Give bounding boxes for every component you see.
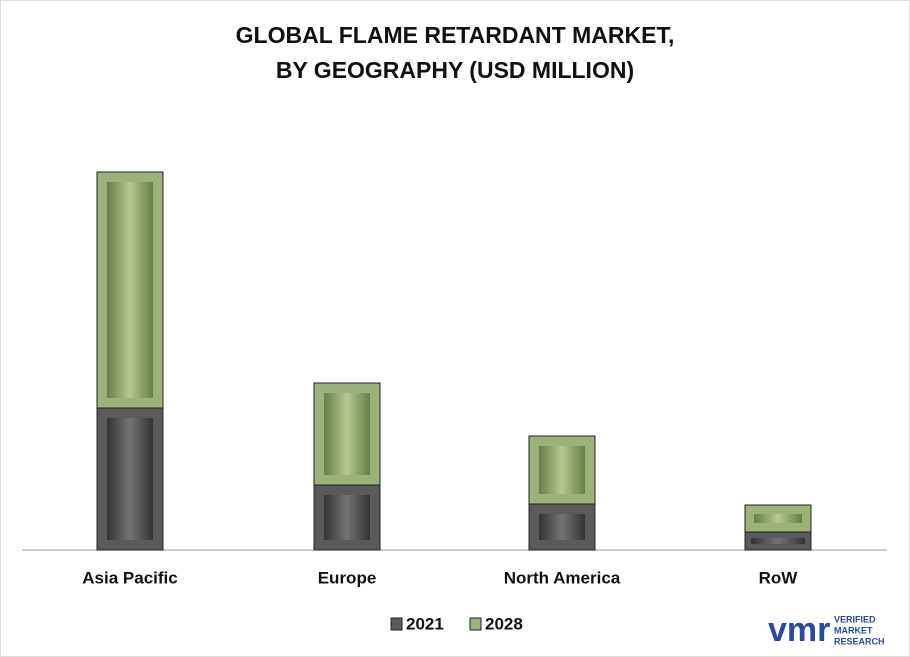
bar-bevel	[754, 514, 802, 523]
x-tick-label: RoW	[759, 568, 799, 587]
bar-bevel	[107, 418, 153, 540]
bar-bevel	[751, 538, 805, 544]
x-tick-label: Europe	[318, 568, 377, 587]
logo-text: MARKET	[834, 625, 873, 635]
bar-bevel	[324, 393, 370, 475]
bar-bevel	[324, 495, 370, 540]
bar-bevel	[107, 182, 153, 398]
logo: vmr VERIFIED MARKET RESEARCH	[768, 611, 885, 649]
legend-label: 2028	[485, 614, 523, 633]
x-tick-label: Asia Pacific	[82, 568, 177, 587]
bar-bevel	[539, 514, 585, 540]
chart-title: BY GEOGRAPHY (USD MILLION)	[276, 57, 634, 83]
legend-label: 2021	[406, 614, 444, 633]
logo-text: VERIFIED	[834, 614, 876, 624]
legend-swatch	[469, 617, 482, 631]
legend-swatch	[390, 617, 403, 631]
bar-bevel	[539, 446, 585, 494]
logo-text: RESEARCH	[834, 636, 885, 646]
logo-mark: vmr	[768, 611, 830, 649]
chart-title: GLOBAL FLAME RETARDANT MARKET,	[236, 22, 675, 48]
x-tick-label: North America	[504, 568, 621, 587]
